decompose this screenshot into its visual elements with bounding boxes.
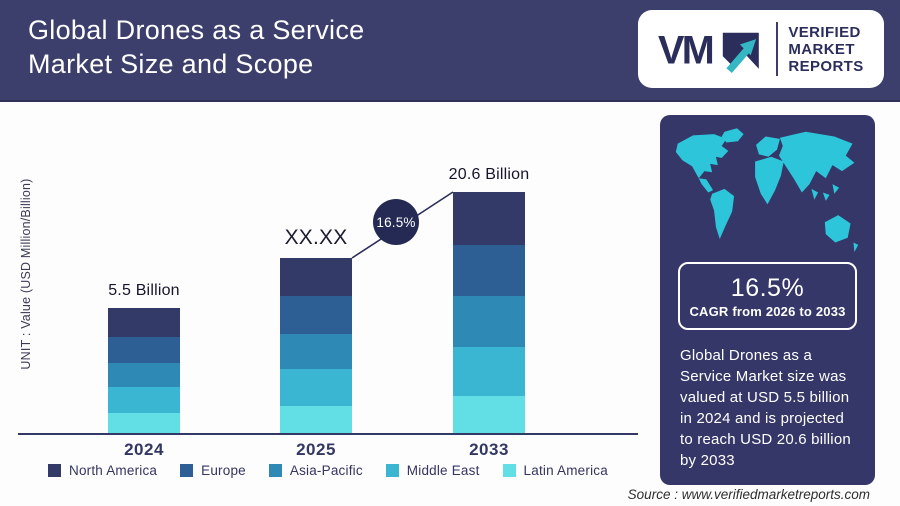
bar-total-label-2025: XX.XX — [284, 226, 348, 249]
legend-swatch-icon — [502, 464, 516, 477]
cagr-value: 16.5% — [730, 273, 805, 302]
cagr-badge-circle: 16.5% — [373, 199, 419, 245]
logo-wordmark: VERIFIED MARKET REPORTS — [788, 24, 863, 75]
bar-segment-2025-north-america — [280, 258, 352, 296]
x-tick-2024: 2024 — [124, 440, 164, 459]
bar-segment-2033-europe — [453, 245, 525, 296]
bar-segment-2025-asia-pacific — [280, 334, 352, 369]
bar-segment-2024-asia-pacific — [108, 363, 180, 387]
legend-swatch-icon — [48, 464, 61, 477]
bar-total-label-2033: 20.6 Billion — [448, 166, 530, 183]
world-map-icon — [672, 127, 863, 258]
legend-item-asia-pacific: Asia-Pacific — [268, 463, 363, 478]
legend-label: Asia-Pacific — [289, 463, 363, 478]
vmr-logo-icon: VM — [658, 28, 760, 73]
legend-label: Middle East — [406, 463, 480, 478]
bar-2033: 20.6 Billion — [449, 166, 529, 433]
chart-legend: North America Europe Asia-Pacific Middle Ea… — [48, 463, 608, 478]
bar-segment-2025-latin-america — [280, 406, 352, 433]
bar-segment-2024-europe — [108, 337, 180, 363]
bar-2024: 5.5 Billion — [108, 282, 180, 433]
legend-label: North America — [69, 463, 158, 478]
legend-item-north-america: North America — [48, 463, 157, 478]
legend-item-europe: Europe — [180, 463, 246, 478]
stacked-bar-chart: 5.5 Billion XX.XX 20.6 Billion 16.5% 2024 2… — [18, 102, 638, 459]
legend-swatch-icon — [385, 464, 399, 477]
bar-segment-2024-middle-east — [108, 387, 180, 413]
bar-segment-2025-middle-east — [280, 369, 352, 406]
header-banner: Global Drones as a Service Market Size a… — [0, 0, 900, 102]
bar-segment-2033-middle-east — [453, 347, 525, 396]
source-attribution: Source : www.verifiedmarketreports.com — [627, 487, 870, 502]
bar-segment-2033-asia-pacific — [453, 296, 525, 347]
summary-side-panel: 16.5% CAGR from 2026 to 2033 Global Dron… — [660, 115, 875, 485]
bar-segment-2033-latin-america — [453, 396, 525, 433]
logo-word-market: MARKET — [788, 40, 855, 58]
cagr-box: 16.5% CAGR from 2026 to 2033 — [678, 262, 857, 330]
x-tick-2033: 2033 — [469, 440, 509, 459]
cagr-caption: CAGR from 2026 to 2033 — [689, 303, 846, 319]
bar-segment-2033-north-america — [453, 192, 525, 245]
market-summary-text: Global Drones as a Service Market size w… — [680, 347, 851, 469]
bar-2025: XX.XX — [280, 226, 352, 433]
bar-total-label-2024: 5.5 Billion — [108, 282, 180, 299]
logo-divider — [776, 22, 779, 76]
svg-text:VM: VM — [658, 28, 713, 72]
legend-swatch-icon — [180, 464, 194, 477]
bar-segment-2024-latin-america — [108, 413, 180, 433]
page-title-line2: Market Size and Scope — [28, 49, 314, 79]
vmr-logo-card: VM VERIFIED MARKET REPORTS — [638, 10, 884, 88]
bar-segment-2025-europe — [280, 296, 352, 334]
logo-word-verified: VERIFIED — [788, 23, 861, 41]
legend-swatch-icon — [268, 464, 282, 477]
logo-word-reports: REPORTS — [788, 57, 864, 75]
legend-item-middle-east: Middle East — [385, 463, 480, 478]
page-title-line1: Global Drones as a Service — [28, 15, 365, 45]
legend-item-latin-america: Latin America — [502, 463, 608, 478]
legend-label: Latin America — [523, 463, 608, 478]
page-title: Global Drones as a Service Market Size a… — [28, 13, 364, 81]
x-tick-2025: 2025 — [296, 440, 336, 459]
legend-label: Europe — [201, 463, 246, 478]
bar-segment-2024-north-america — [108, 308, 180, 337]
